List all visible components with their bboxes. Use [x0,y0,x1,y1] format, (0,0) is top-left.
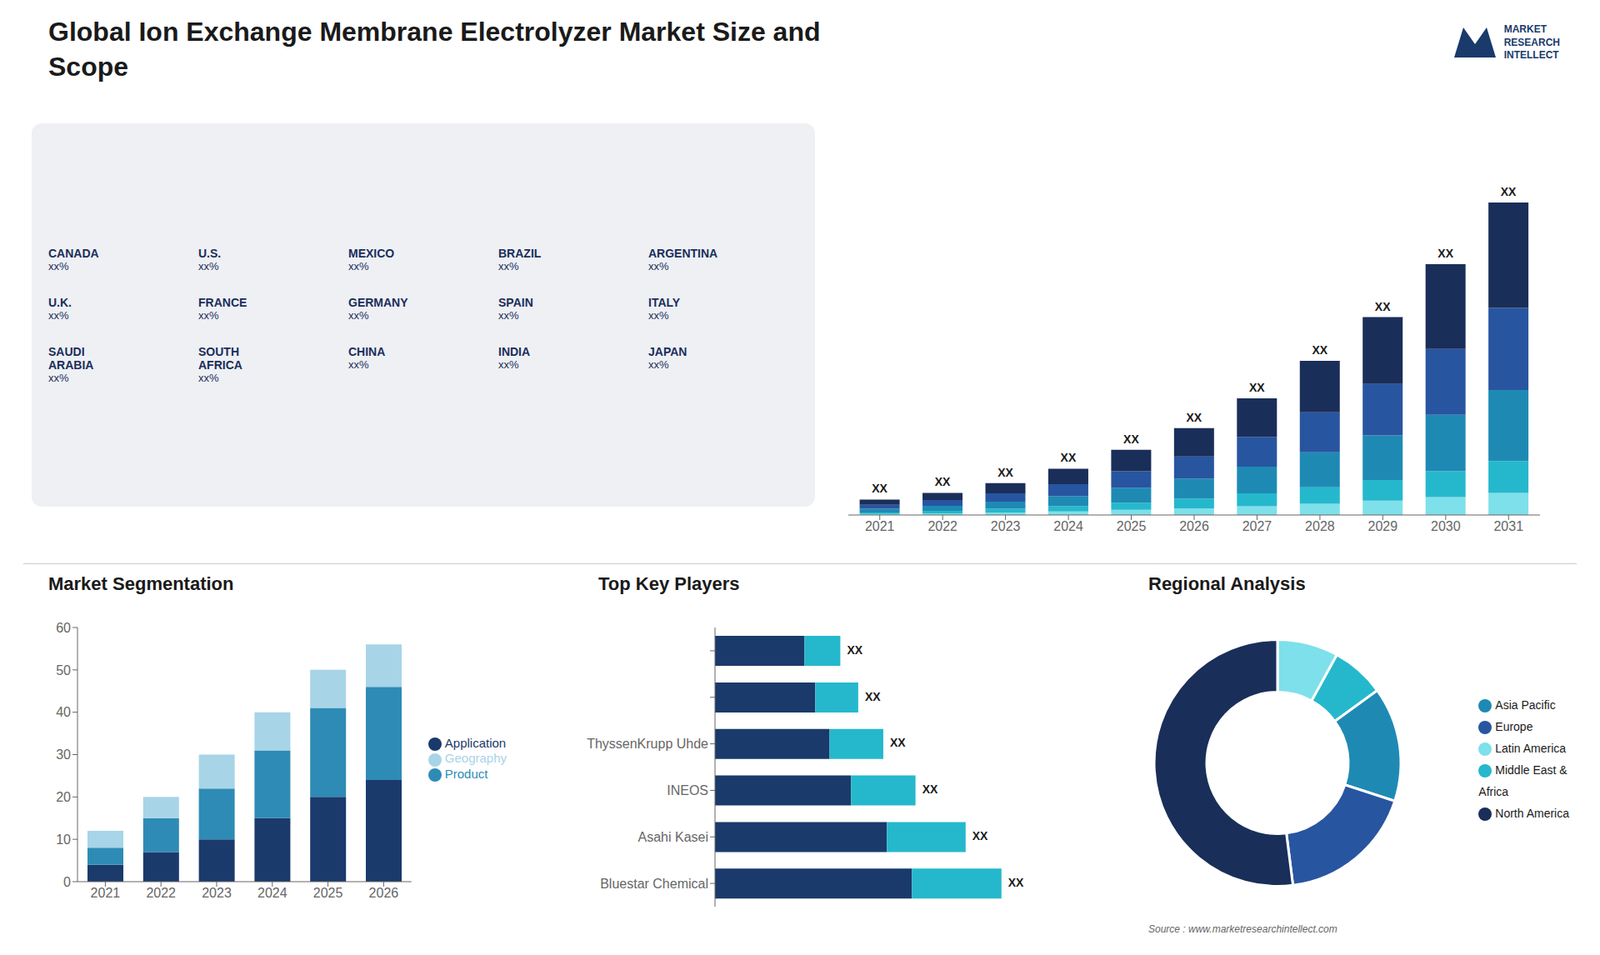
html-text:xx%: xx% [648,259,669,273]
html-text:xx%: xx% [198,308,219,322]
svg-text:30: 30 [55,747,71,762]
html-text:xx%: xx% [348,308,369,322]
svg-text:XX: XX [1500,185,1517,199]
html-text:Global Ion Exchange Membrane E: Global Ion Exchange Membrane Electrolyze… [48,16,821,82]
html-text:North America: North America [1495,806,1570,820]
html-text:Top Key Players: Top Key Players [598,573,740,595]
html-text:U.S.: U.S. [198,246,221,260]
html-text:CHINA: CHINA [348,344,386,358]
svg-text:XX: XX [1375,300,1391,314]
svg-text:XX: XX [997,465,1014,480]
html-text:xx%: xx% [348,259,369,273]
svg-text:2026: 2026 [369,885,400,900]
html-text:ITALY: ITALY [648,295,681,309]
svg-text:XX: XX [1008,875,1025,890]
html-text:xx%: xx% [498,357,519,371]
svg-text:2025: 2025 [313,885,344,900]
svg-text:2021: 2021 [90,885,121,900]
svg-text:XX: XX [846,643,863,657]
svg-text:2024: 2024 [257,885,288,900]
svg-text:2026: 2026 [1179,519,1210,534]
svg-text:2031: 2031 [1493,519,1524,534]
svg-text:Bluestar Chemical: Bluestar Chemical [600,876,709,891]
svg-text:XX: XX [1060,450,1077,465]
svg-text:2030: 2030 [1430,519,1461,534]
html-text:CANADA: CANADA [48,246,99,260]
svg-text:2022: 2022 [927,519,958,534]
html-text:SAUDI ARABIA: SAUDI ARABIA [48,344,94,372]
svg-text:2025: 2025 [1116,519,1147,534]
svg-text:XX: XX [890,735,906,750]
svg-text:XX: XX [935,475,951,489]
html-text:BRAZIL: BRAZIL [498,246,542,260]
svg-text:XX: XX [1437,246,1454,260]
html-text:xx%: xx% [48,259,69,273]
svg-text:XX: XX [865,690,881,704]
html-text:INDIA: INDIA [498,344,531,358]
html-text:xx%: xx% [348,357,369,371]
html-text:MEXICO: MEXICO [348,246,395,260]
svg-text:2023: 2023 [201,885,232,900]
html-text:Asia Pacific: Asia Pacific [1495,697,1556,712]
html-text:xx%: xx% [198,259,219,273]
svg-text:20: 20 [55,790,71,805]
html-text:Regional Analysis: Regional Analysis [1148,573,1306,595]
html-text:Product: Product [444,766,488,781]
svg-text:2029: 2029 [1368,519,1399,534]
svg-text:0: 0 [63,875,71,890]
html-text:Latin America: Latin America [1495,741,1566,755]
html-text:xx%: xx% [48,308,69,322]
svg-text:XX: XX [922,782,939,796]
svg-text:2028: 2028 [1305,519,1335,534]
svg-text:2021: 2021 [865,519,895,534]
html-text:SPAIN: SPAIN [498,295,534,309]
svg-text:60: 60 [55,620,71,635]
html-text:Market Segmentation: Market Segmentation [48,573,234,595]
html-text:Europe: Europe [1495,719,1533,733]
html-text:Geography: Geography [444,751,507,766]
svg-text:XX: XX [972,829,989,843]
svg-text:XX: XX [1311,343,1328,357]
svg-text:XX: XX [1249,380,1265,395]
html-text:Middle East & Africa: Middle East & Africa [1478,762,1568,798]
svg-text:XX: XX [1186,410,1203,425]
html-text:SOUTH AFRICA: SOUTH AFRICA [198,344,243,372]
svg-text:ThyssenKrupp Uhde: ThyssenKrupp Uhde [586,736,709,751]
html-text:xx%: xx% [48,371,69,384]
html-text:U.K.: U.K. [48,295,72,309]
html-text:MARKET RESEARCH INTELLECT: MARKET RESEARCH INTELLECT [1503,23,1560,61]
html-text:xx%: xx% [498,308,519,322]
html-text:Source : www.marketresearchint: Source : www.marketresearchintellect.com [1148,923,1338,935]
html-text:xx%: xx% [648,357,669,371]
svg-text:XX: XX [1123,432,1140,446]
html-text:xx%: xx% [198,371,219,384]
svg-text:2027: 2027 [1242,519,1273,534]
html-text:JAPAN: JAPAN [648,344,687,358]
svg-text:Asahi Kasei: Asahi Kasei [638,830,710,845]
svg-text:2023: 2023 [990,519,1021,534]
html-text:xx%: xx% [498,259,519,273]
svg-text:2022: 2022 [145,885,176,900]
svg-text:10: 10 [55,832,71,847]
html-text:FRANCE: FRANCE [198,295,247,309]
svg-text:2024: 2024 [1053,519,1084,534]
svg-text:INEOS: INEOS [666,783,709,798]
svg-text:50: 50 [55,663,71,678]
html-text:xx%: xx% [648,308,669,322]
svg-text:XX: XX [871,481,888,495]
svg-text:40: 40 [55,705,71,720]
html-text:GERMANY: GERMANY [348,295,408,309]
html-text:ARGENTINA: ARGENTINA [648,246,718,260]
html-text:Application: Application [444,736,506,751]
